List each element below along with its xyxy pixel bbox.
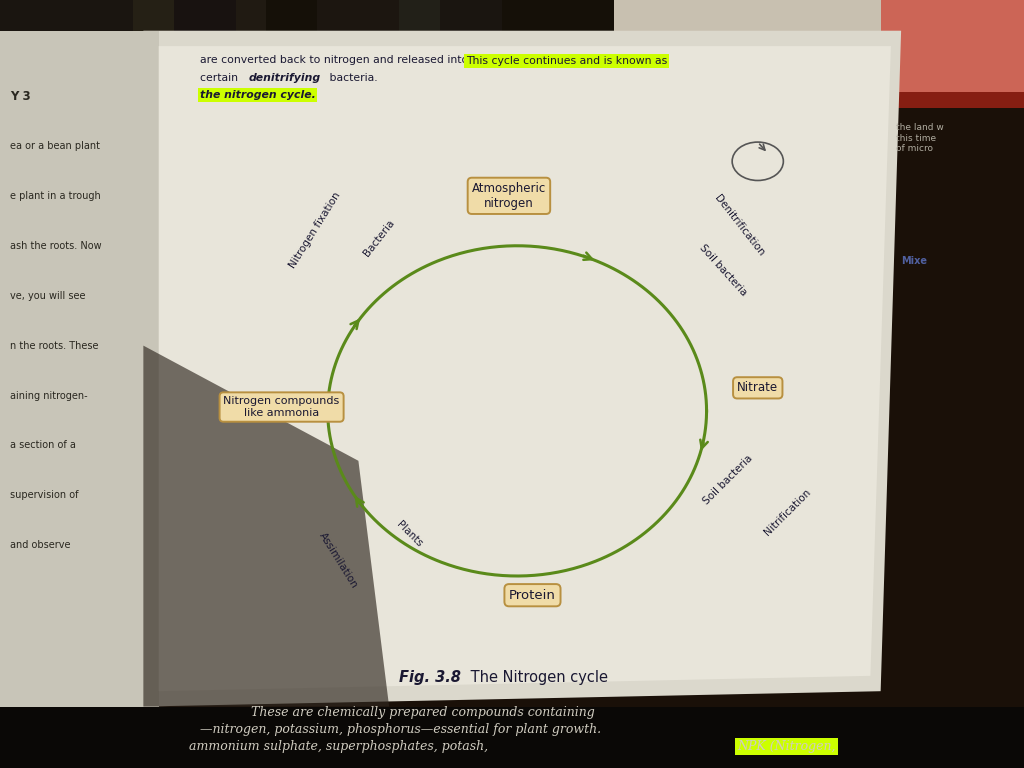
Text: Atmospheric
nitrogen: Atmospheric nitrogen [472, 182, 546, 210]
Text: Nitrogen compounds
like ammonia: Nitrogen compounds like ammonia [223, 396, 340, 418]
Bar [614, 0, 1024, 92]
Text: —nitrogen, potassium, phosphorus—essential for plant growth.: —nitrogen, potassium, phosphorus—essenti… [200, 723, 601, 736]
Text: Soil bacteria: Soil bacteria [697, 243, 749, 297]
Text: ammonium sulphate, superphosphates, potash,: ammonium sulphate, superphosphates, pota… [189, 740, 493, 753]
Text: Protein: Protein [509, 589, 556, 601]
Text: n the roots. These: n the roots. These [10, 340, 98, 351]
Text: Assimilation: Assimilation [316, 531, 359, 591]
Bar [0, 707, 1024, 768]
Bar [133, 0, 174, 92]
Text: and observe: and observe [10, 540, 71, 551]
Text: Nitrate: Nitrate [737, 382, 778, 394]
Text: Fig. 3.8: Fig. 3.8 [399, 670, 461, 685]
Text: Nitrogen fixation: Nitrogen fixation [288, 190, 343, 270]
Bar [317, 0, 399, 92]
Text: Mixe: Mixe [901, 256, 927, 266]
Bar [440, 0, 502, 92]
Polygon shape [0, 31, 159, 707]
Text: Bacteria: Bacteria [361, 218, 396, 258]
Bar [399, 0, 440, 92]
Text: These are chemically prepared compounds containing: These are chemically prepared compounds … [251, 707, 595, 719]
Bar [0, 0, 133, 92]
Text: Soil bacteria: Soil bacteria [701, 453, 755, 507]
Text: Y 3: Y 3 [10, 90, 31, 102]
Polygon shape [159, 46, 891, 691]
Text: Denitrification: Denitrification [713, 193, 767, 257]
Bar [266, 0, 317, 92]
Text: NPK (Nitrogen,: NPK (Nitrogen, [737, 740, 836, 753]
Bar [236, 0, 266, 92]
Text: aining nitrogen-: aining nitrogen- [10, 390, 88, 401]
Bar [881, 0, 1024, 108]
Polygon shape [0, 0, 1024, 92]
Text: Plants: Plants [395, 519, 424, 548]
Text: certain: certain [200, 73, 242, 84]
Text: This cycle continues and is known as: This cycle continues and is known as [466, 56, 668, 67]
Text: ve, you will see: ve, you will see [10, 290, 86, 301]
Text: ea or a bean plant: ea or a bean plant [10, 141, 100, 151]
Text: e plant in a trough: e plant in a trough [10, 190, 101, 201]
Text: denitrifying: denitrifying [249, 73, 321, 84]
Text: a section of a: a section of a [10, 440, 76, 451]
Text: ash the roots. Now: ash the roots. Now [10, 240, 101, 251]
Text: the land w
this time
of micro: the land w this time of micro [896, 124, 944, 153]
Text: The Nitrogen cycle: The Nitrogen cycle [466, 670, 608, 685]
Text: bacteria.: bacteria. [326, 73, 381, 84]
Text: are converted back to nitrogen and released into the atmosphere by: are converted back to nitrogen and relea… [200, 55, 575, 65]
Polygon shape [143, 346, 389, 707]
Text: supervision of: supervision of [10, 490, 79, 501]
Bar [174, 0, 236, 92]
Text: the nitrogen cycle.: the nitrogen cycle. [200, 90, 315, 101]
Text: Nitrification: Nitrification [763, 487, 813, 538]
Polygon shape [143, 31, 901, 707]
